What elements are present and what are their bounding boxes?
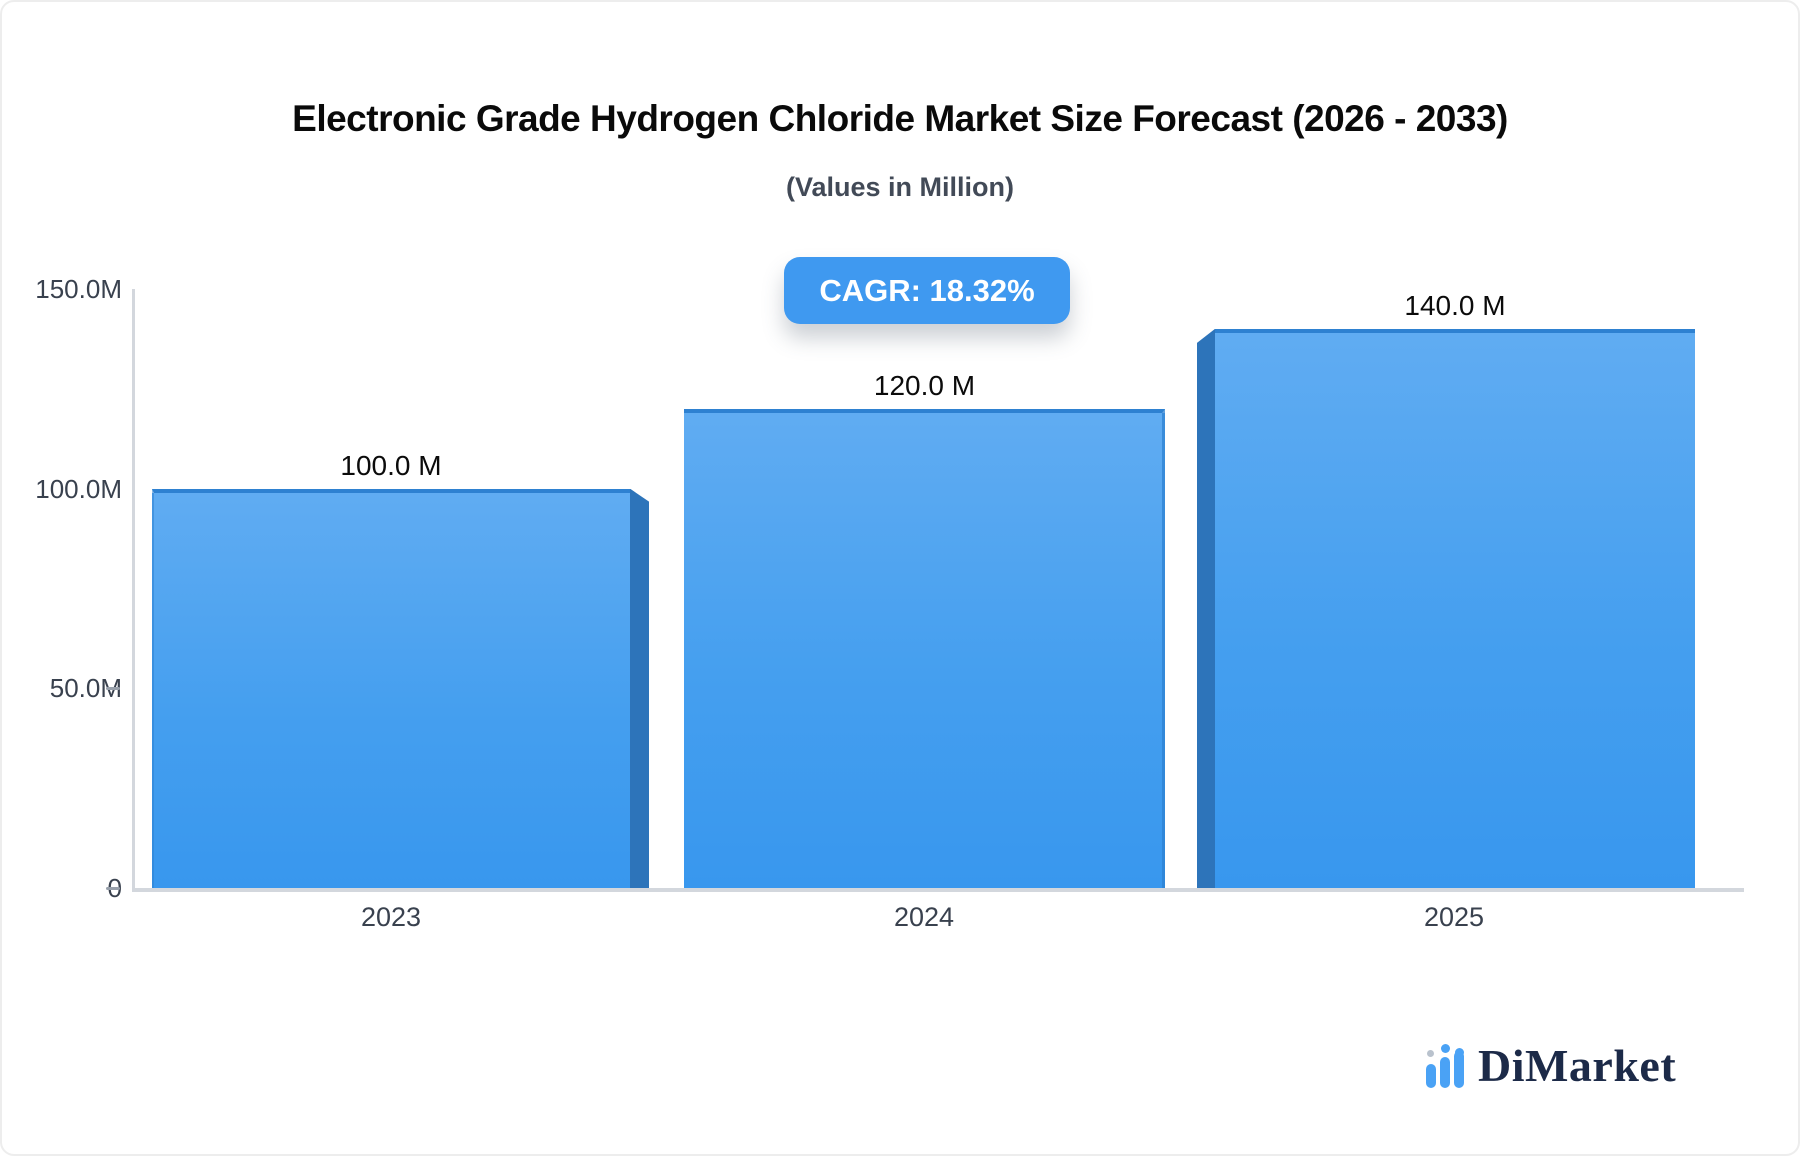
- chart-subtitle: (Values in Million): [785, 172, 1015, 202]
- chart-title: Electronic Grade Hydrogen Chloride Marke…: [292, 98, 1508, 139]
- bar-2024[interactable]: [684, 408, 1165, 888]
- logo-icon-bar: [1440, 1057, 1450, 1088]
- y-axis-tick-label: 50.0M: [49, 673, 122, 704]
- y-axis-line: [132, 289, 135, 892]
- mini-bar-chart-icon: [1422, 1042, 1468, 1090]
- x-axis-tick-label: 2023: [360, 902, 422, 932]
- dimarket-logo: DiMarket: [1422, 1042, 1676, 1090]
- logo-icon-bar: [1454, 1051, 1464, 1088]
- bar-value-label: 120.0 M: [873, 369, 976, 401]
- x-axis-tick-label: 2024: [893, 902, 955, 932]
- logo-icon-bar: [1426, 1064, 1436, 1088]
- bar-value-label: 100.0 M: [340, 449, 442, 481]
- bar-2023[interactable]: [152, 488, 630, 888]
- bar-value-label: 140.0 M: [1404, 289, 1506, 321]
- logo-text: DiMarket: [1478, 1040, 1677, 1091]
- y-axis-tick-label: 0: [2, 872, 122, 904]
- cagr-badge: CAGR: 18.32%: [784, 257, 1070, 324]
- y-axis-tick-label: 100.0M: [35, 473, 122, 504]
- bar-3d-side: [1197, 328, 1215, 888]
- x-axis-tick-label: 2025: [1423, 902, 1485, 932]
- y-axis-tick-mark: [106, 686, 120, 690]
- logo-icon-dot: [1455, 1048, 1464, 1057]
- x-axis-line: [132, 888, 1744, 892]
- y-axis-tick-label: 150.0M: [35, 274, 122, 304]
- logo-icon-dot: [1427, 1050, 1434, 1057]
- bar-3d-side: [630, 488, 649, 888]
- y-axis-tick-mark: [106, 886, 120, 890]
- logo-icon-dot: [1441, 1044, 1450, 1053]
- bar-2025[interactable]: [1215, 328, 1695, 888]
